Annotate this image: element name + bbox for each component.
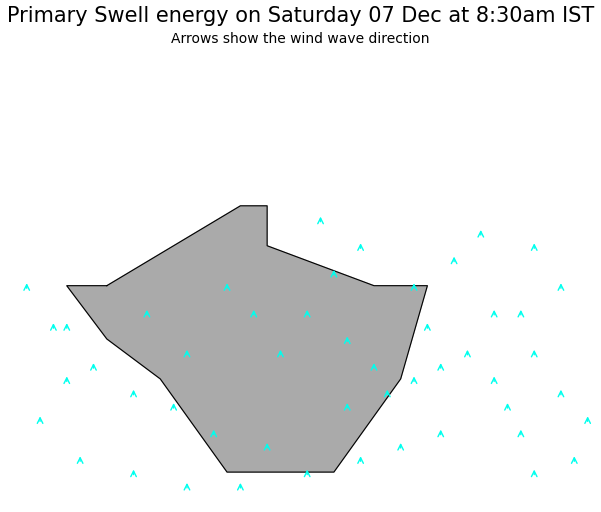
- Text: Primary Swell energy on Saturday 07 Dec at 8:30am IST: Primary Swell energy on Saturday 07 Dec …: [7, 6, 594, 26]
- Text: Arrows show the wind wave direction: Arrows show the wind wave direction: [171, 32, 430, 46]
- Polygon shape: [67, 206, 427, 472]
